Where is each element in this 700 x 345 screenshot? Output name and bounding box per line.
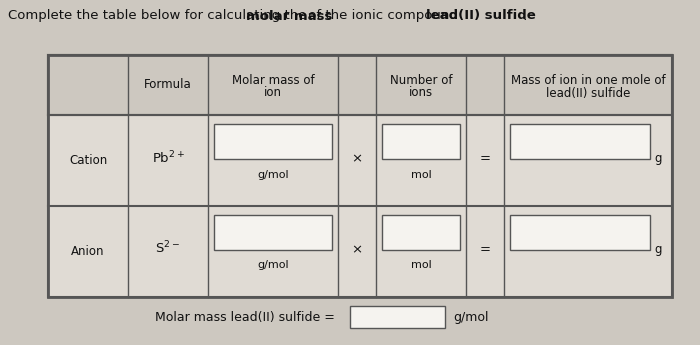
Text: g/mol: g/mol <box>257 169 289 179</box>
Text: ×: × <box>351 243 363 256</box>
Bar <box>48 55 672 297</box>
Text: =: = <box>480 152 491 165</box>
Text: of the ionic compound: of the ionic compound <box>304 10 463 22</box>
Bar <box>382 124 460 158</box>
Text: mol: mol <box>411 260 431 270</box>
Bar <box>510 215 650 249</box>
Bar <box>214 124 332 158</box>
Text: Cation: Cation <box>69 154 107 167</box>
Text: Anion: Anion <box>71 245 105 258</box>
Text: Molar mass of: Molar mass of <box>232 73 314 87</box>
Text: ×: × <box>351 152 363 165</box>
Text: lead(II) sulfide: lead(II) sulfide <box>546 87 630 99</box>
Text: ion: ion <box>264 87 282 99</box>
Text: Pb$^{2+}$: Pb$^{2+}$ <box>151 149 185 166</box>
Bar <box>48 55 672 297</box>
Text: mol: mol <box>411 169 431 179</box>
Text: Complete the table below for calculating the: Complete the table below for calculating… <box>8 10 311 22</box>
Text: .: . <box>519 10 528 22</box>
Text: Mass of ion in one mole of: Mass of ion in one mole of <box>511 73 665 87</box>
Text: g: g <box>654 243 661 256</box>
Text: g/mol: g/mol <box>257 260 289 270</box>
Text: =: = <box>480 243 491 256</box>
Text: Molar mass lead(II) sulfide =: Molar mass lead(II) sulfide = <box>155 310 339 324</box>
Text: S$^{2-}$: S$^{2-}$ <box>155 240 181 257</box>
Text: Number of: Number of <box>390 73 452 87</box>
Text: Formula: Formula <box>144 79 192 91</box>
Bar <box>48 55 672 115</box>
Bar <box>382 215 460 249</box>
Bar <box>350 306 445 328</box>
Text: g/mol: g/mol <box>453 310 489 324</box>
Bar <box>510 124 650 158</box>
Text: lead(II) sulfide: lead(II) sulfide <box>426 10 536 22</box>
Text: molar mass: molar mass <box>246 10 333 22</box>
Text: ions: ions <box>409 87 433 99</box>
Text: g: g <box>654 152 661 165</box>
Bar <box>214 215 332 249</box>
